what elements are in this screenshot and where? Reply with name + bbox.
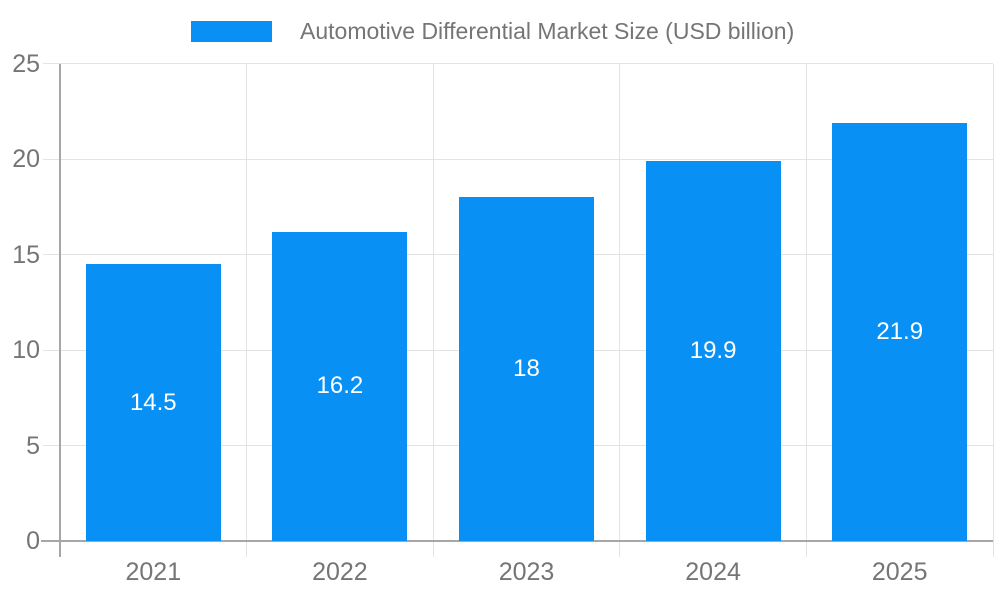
- y-tick-label: 15: [12, 240, 40, 269]
- x-boundary-gridline: [432, 63, 434, 557]
- y-tick-label: 0: [26, 527, 40, 555]
- x-tick-label: 2024: [685, 558, 741, 586]
- bar-value-label: 21.9: [876, 317, 924, 345]
- legend-swatch: [191, 21, 272, 42]
- y-gridline: [43, 63, 993, 64]
- x-tick-label: 2021: [125, 558, 182, 586]
- y-tick-label: 20: [12, 145, 40, 173]
- y-axis-line: [59, 63, 61, 557]
- y-tick-label: 10: [12, 336, 40, 364]
- x-axis-line: [41, 540, 993, 542]
- bar-value-label: 19.9: [689, 336, 737, 364]
- x-tick-label: 2025: [871, 558, 928, 586]
- legend-label: Automotive Differential Market Size (USD…: [300, 18, 795, 44]
- bar-value-label: 18: [513, 355, 540, 383]
- bar-2022: [272, 231, 408, 541]
- bar-2025: [832, 122, 968, 541]
- x-boundary-gridline: [805, 63, 807, 557]
- x-boundary-gridline: [619, 63, 621, 557]
- bar-2021: [85, 264, 221, 541]
- y-gridline: [43, 158, 993, 160]
- y-tick-label: 5: [26, 431, 40, 460]
- bar-value-label: 14.5: [129, 388, 177, 416]
- x-boundary-gridline: [992, 63, 994, 557]
- x-tick-label: 2022: [312, 558, 368, 586]
- x-tick-label: 2023: [498, 558, 555, 586]
- chart-legend: Automotive Differential Market Size (USD…: [191, 18, 794, 45]
- bar-2023: [459, 197, 594, 541]
- bar-value-label: 16.2: [316, 372, 364, 400]
- x-boundary-gridline: [246, 63, 248, 557]
- y-tick-label: 25: [12, 49, 40, 78]
- bar-2024: [645, 160, 781, 541]
